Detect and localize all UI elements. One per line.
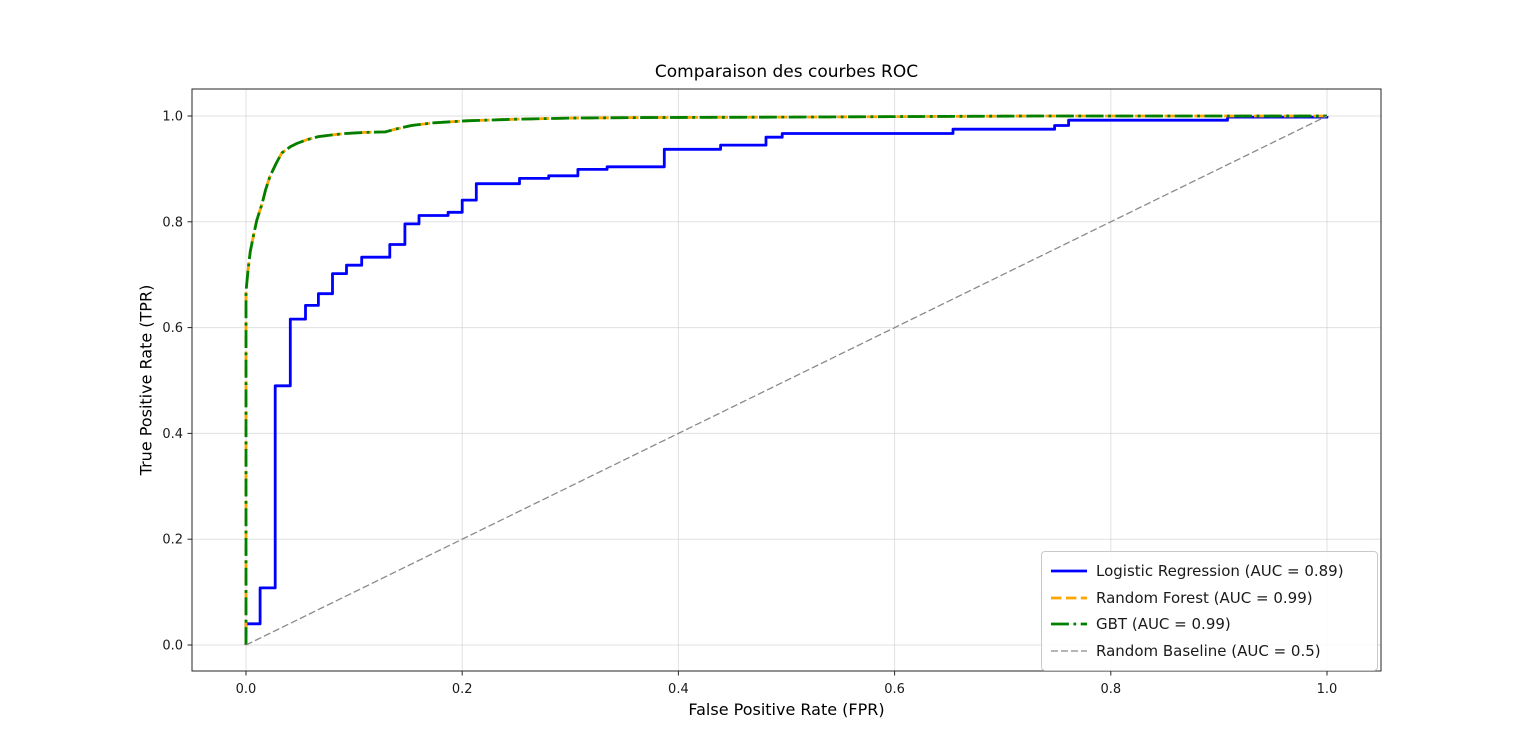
legend-line-sample bbox=[1051, 622, 1087, 626]
legend-item-1: Random Forest (AUC = 0.99) bbox=[1051, 585, 1367, 612]
y-tick-label-0: 0.0 bbox=[162, 639, 183, 654]
x-tick-label-1: 0.2 bbox=[452, 682, 473, 697]
legend: Logistic Regression (AUC = 0.89) Random F… bbox=[1041, 551, 1378, 671]
x-tick-label-5: 1.0 bbox=[1317, 682, 1338, 697]
y-tick-label-1: 0.2 bbox=[162, 533, 183, 548]
legend-item-3: Random Baseline (AUC = 0.5) bbox=[1051, 638, 1367, 665]
axes-box bbox=[191, 88, 1382, 672]
x-axis-label: False Positive Rate (FPR) bbox=[688, 700, 885, 719]
x-tick-label-0: 0.0 bbox=[236, 682, 257, 697]
y-tick-label-5: 1.0 bbox=[162, 110, 183, 125]
series-line-3 bbox=[245, 115, 1328, 646]
legend-label: GBT (AUC = 0.99) bbox=[1096, 615, 1231, 634]
legend-label: Logistic Regression (AUC = 0.89) bbox=[1096, 562, 1344, 581]
legend-line-sample bbox=[1051, 569, 1087, 573]
y-tick-label-3: 0.6 bbox=[162, 321, 183, 336]
legend-line-sample bbox=[1051, 596, 1087, 600]
y-tick-label-4: 0.8 bbox=[162, 215, 183, 230]
x-tick-label-4: 0.8 bbox=[1100, 682, 1121, 697]
legend-label: Random Baseline (AUC = 0.5) bbox=[1096, 641, 1321, 660]
legend-label: Random Forest (AUC = 0.99) bbox=[1096, 588, 1313, 607]
legend-line-sample bbox=[1051, 650, 1087, 652]
series-line-0 bbox=[244, 115, 1329, 645]
chart-title: Comparaison des courbes ROC bbox=[654, 62, 919, 82]
legend-item-0: Logistic Regression (AUC = 0.89) bbox=[1051, 558, 1367, 585]
x-tick-label-3: 0.6 bbox=[884, 682, 905, 697]
legend-item-2: GBT (AUC = 0.99) bbox=[1051, 611, 1367, 638]
y-tick-label-2: 0.4 bbox=[162, 427, 183, 442]
x-tick-label-2: 0.4 bbox=[668, 682, 689, 697]
series-line-2 bbox=[244, 114, 1327, 645]
